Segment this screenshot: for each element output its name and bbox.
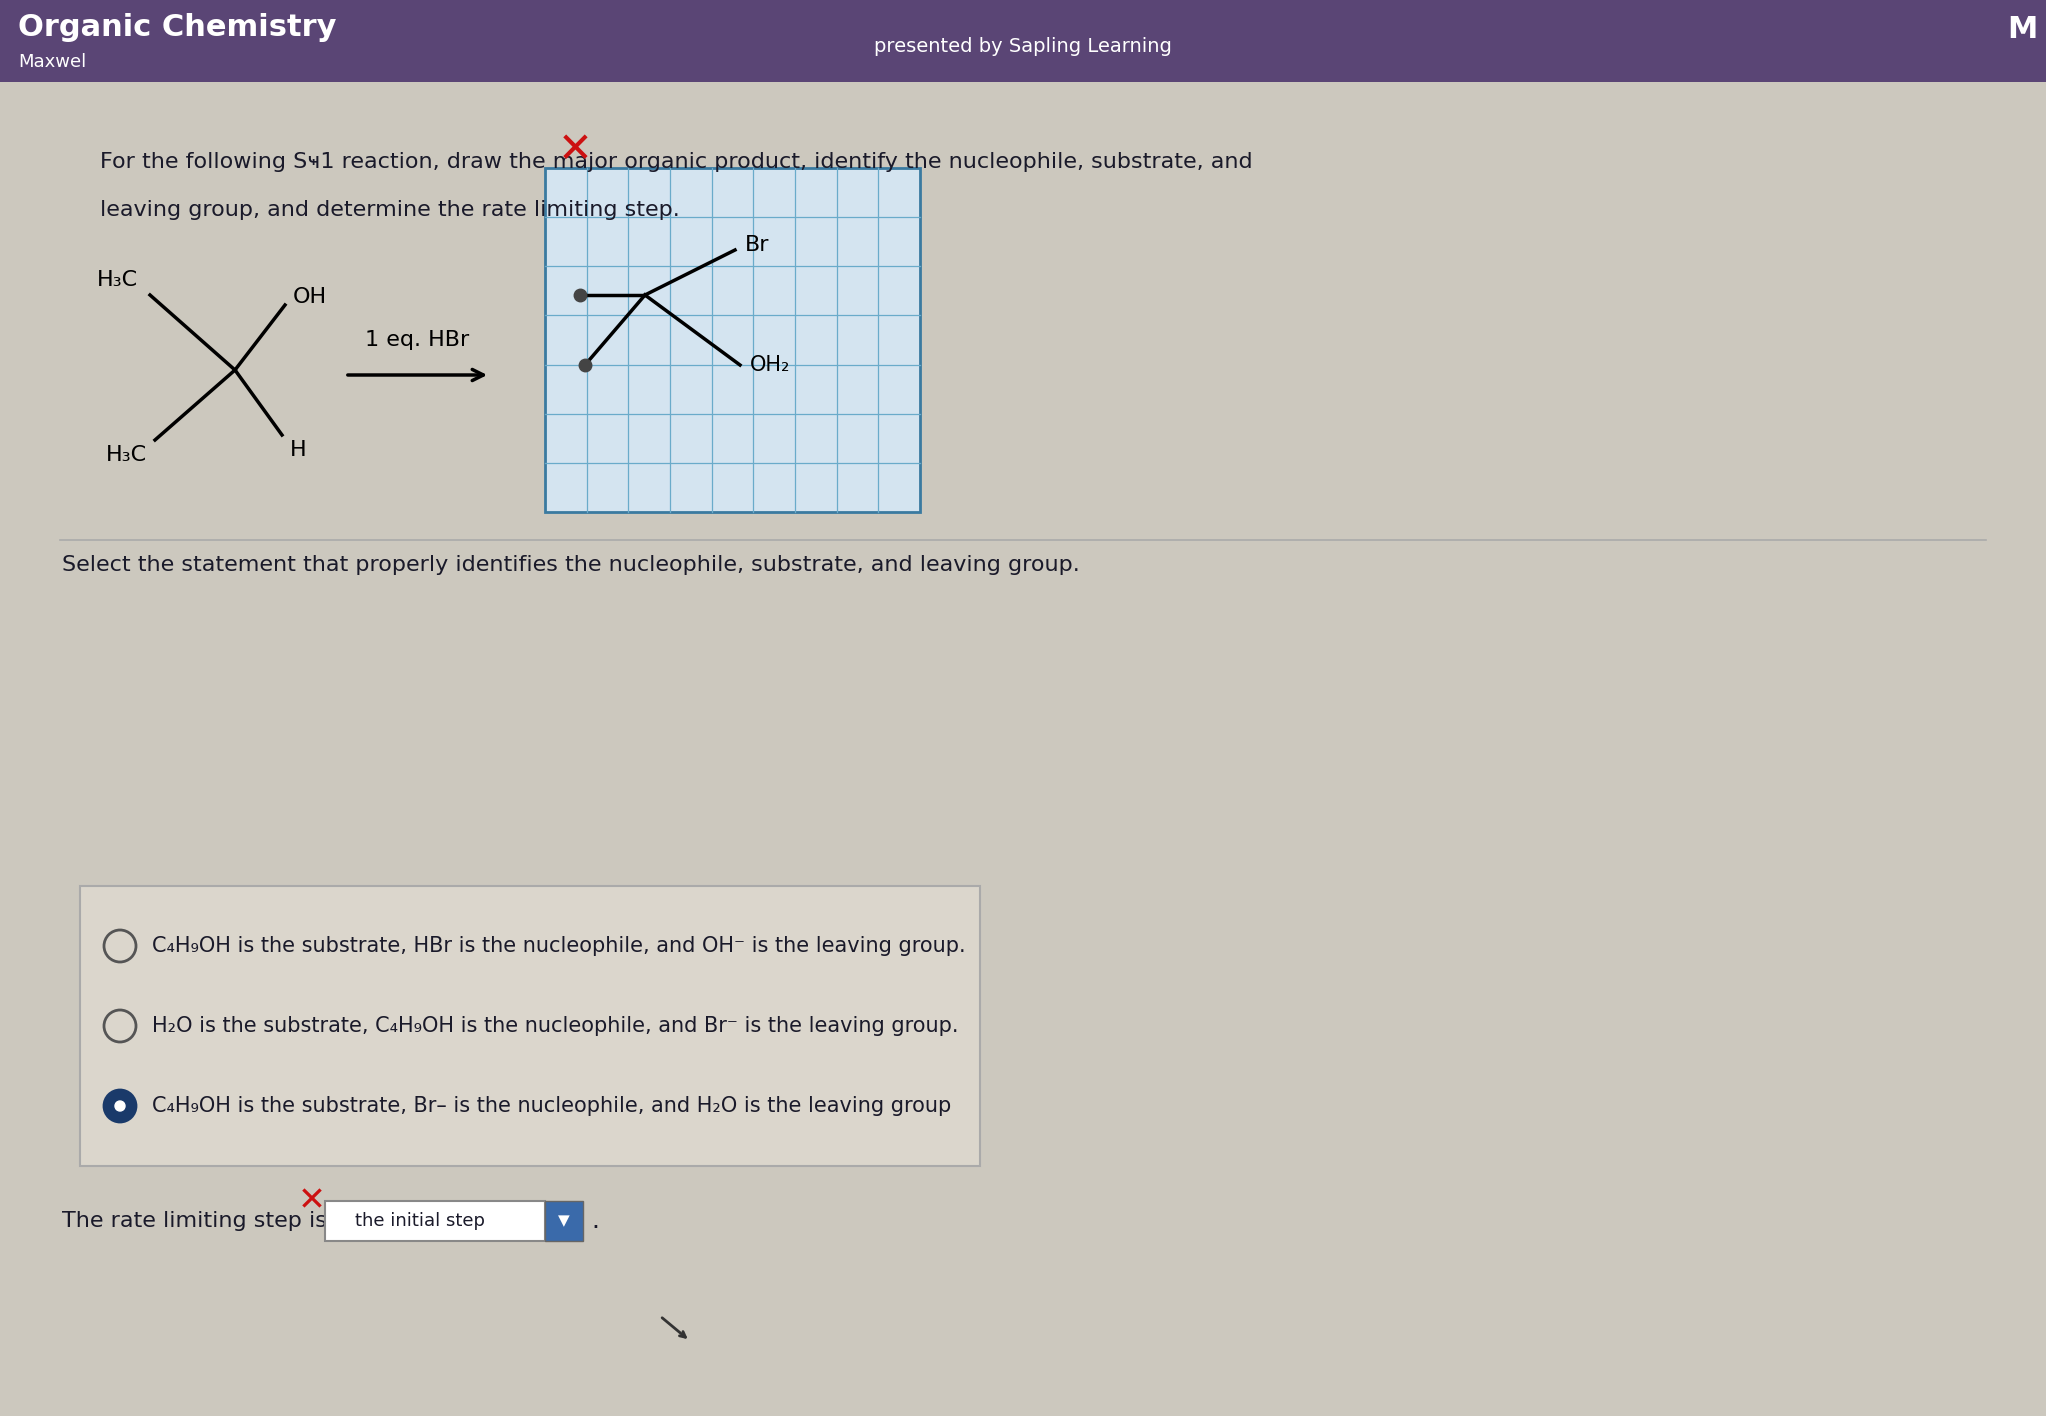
- Text: Organic Chemistry: Organic Chemistry: [18, 14, 336, 42]
- Text: C₄H₉OH is the substrate, Br– is the nucleophile, and H₂O is the leaving group: C₄H₉OH is the substrate, Br– is the nucl…: [151, 1096, 951, 1116]
- Text: H₃C: H₃C: [106, 445, 147, 464]
- Text: H₃C: H₃C: [96, 270, 137, 290]
- Text: OH₂: OH₂: [751, 355, 790, 375]
- Text: Br: Br: [745, 235, 769, 255]
- Text: presented by Sapling Learning: presented by Sapling Learning: [874, 37, 1172, 55]
- Circle shape: [115, 1102, 125, 1112]
- Text: Select the statement that properly identifies the nucleophile, substrate, and le: Select the statement that properly ident…: [61, 555, 1080, 575]
- Text: ▼: ▼: [559, 1214, 571, 1229]
- Text: leaving group, and determine the rate limiting step.: leaving group, and determine the rate li…: [100, 200, 679, 219]
- Text: ✕: ✕: [299, 1185, 325, 1218]
- Text: the initial step: the initial step: [354, 1212, 485, 1231]
- Text: ✕: ✕: [559, 129, 593, 171]
- Text: Maxwel: Maxwel: [18, 52, 86, 71]
- Text: H: H: [291, 440, 307, 460]
- Bar: [80, 886, 980, 1165]
- Bar: [325, 1201, 544, 1240]
- Circle shape: [104, 1090, 135, 1121]
- Text: 1 eq. HBr: 1 eq. HBr: [366, 330, 471, 350]
- Text: C₄H₉OH is the substrate, HBr is the nucleophile, and OH⁻ is the leaving group.: C₄H₉OH is the substrate, HBr is the nucl…: [151, 936, 966, 956]
- Text: The rate limiting step is: The rate limiting step is: [61, 1211, 327, 1231]
- Text: For the following Sҹ1 reaction, draw the major organic product, identify the nuc: For the following Sҹ1 reaction, draw the…: [100, 152, 1252, 171]
- Text: OH: OH: [293, 287, 327, 307]
- Bar: [544, 169, 921, 513]
- Text: H₂O is the substrate, C₄H₉OH is the nucleophile, and Br⁻ is the leaving group.: H₂O is the substrate, C₄H₉OH is the nucl…: [151, 1017, 958, 1037]
- Text: .: .: [591, 1209, 599, 1233]
- Bar: [0, 0, 2046, 82]
- Bar: [544, 1201, 583, 1240]
- Text: M: M: [2007, 16, 2038, 44]
